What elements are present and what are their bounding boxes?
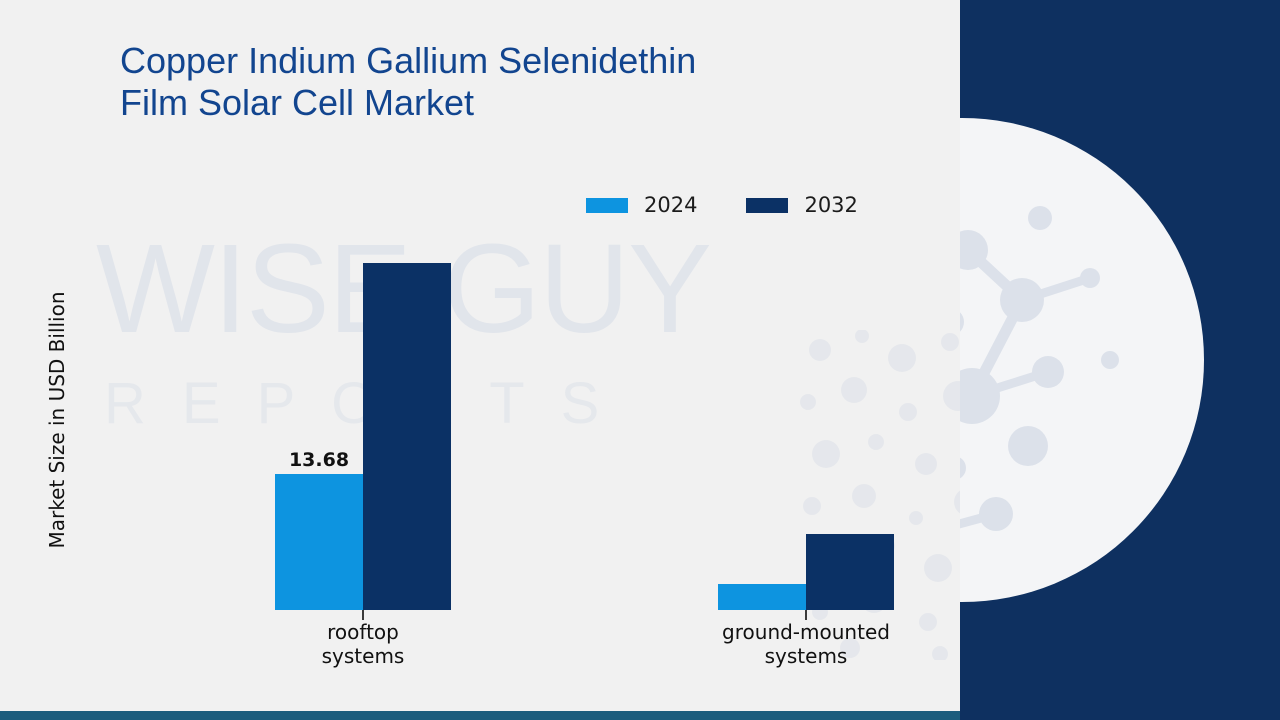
molecule-dots-decoration <box>960 110 1210 610</box>
legend-swatch-2024 <box>586 197 628 213</box>
category-label: rooftop systems <box>321 620 405 668</box>
bar-value-label: 13.68 <box>288 448 350 471</box>
chart-legend: 2024 2032 <box>586 193 858 217</box>
legend-label-2032: 2032 <box>804 193 858 217</box>
bar-2024[interactable] <box>718 584 806 610</box>
bar-2024[interactable]: 13.68 <box>275 449 363 610</box>
brand-panel: WISE GUY R E P O R T S <box>960 0 1280 720</box>
legend-item-2024[interactable]: 2024 <box>586 193 697 217</box>
plot-area: Market Size in USD Billion 13.68 rooftop … <box>45 230 930 668</box>
legend-swatch-2032 <box>746 197 789 213</box>
footer-accent-bar <box>0 711 960 720</box>
y-axis-title: Market Size in USD Billion <box>45 291 69 549</box>
axis-tick <box>805 610 807 620</box>
category-label: ground-mounted systems <box>722 620 890 668</box>
legend-item-2032[interactable]: 2032 <box>746 193 858 217</box>
legend-label-2024: 2024 <box>644 193 698 217</box>
bar-group: ground-mounted systems <box>718 232 894 668</box>
bar-2032[interactable] <box>806 534 894 610</box>
axis-tick <box>362 610 364 620</box>
bar-group: 13.68 rooftop systems <box>275 232 451 668</box>
chart-title: Copper Indium Gallium Selenidethin Film … <box>120 40 697 123</box>
bar-2032[interactable] <box>363 262 451 610</box>
bars-layer: 13.68 rooftop systems ground-mounted syste… <box>100 232 930 668</box>
